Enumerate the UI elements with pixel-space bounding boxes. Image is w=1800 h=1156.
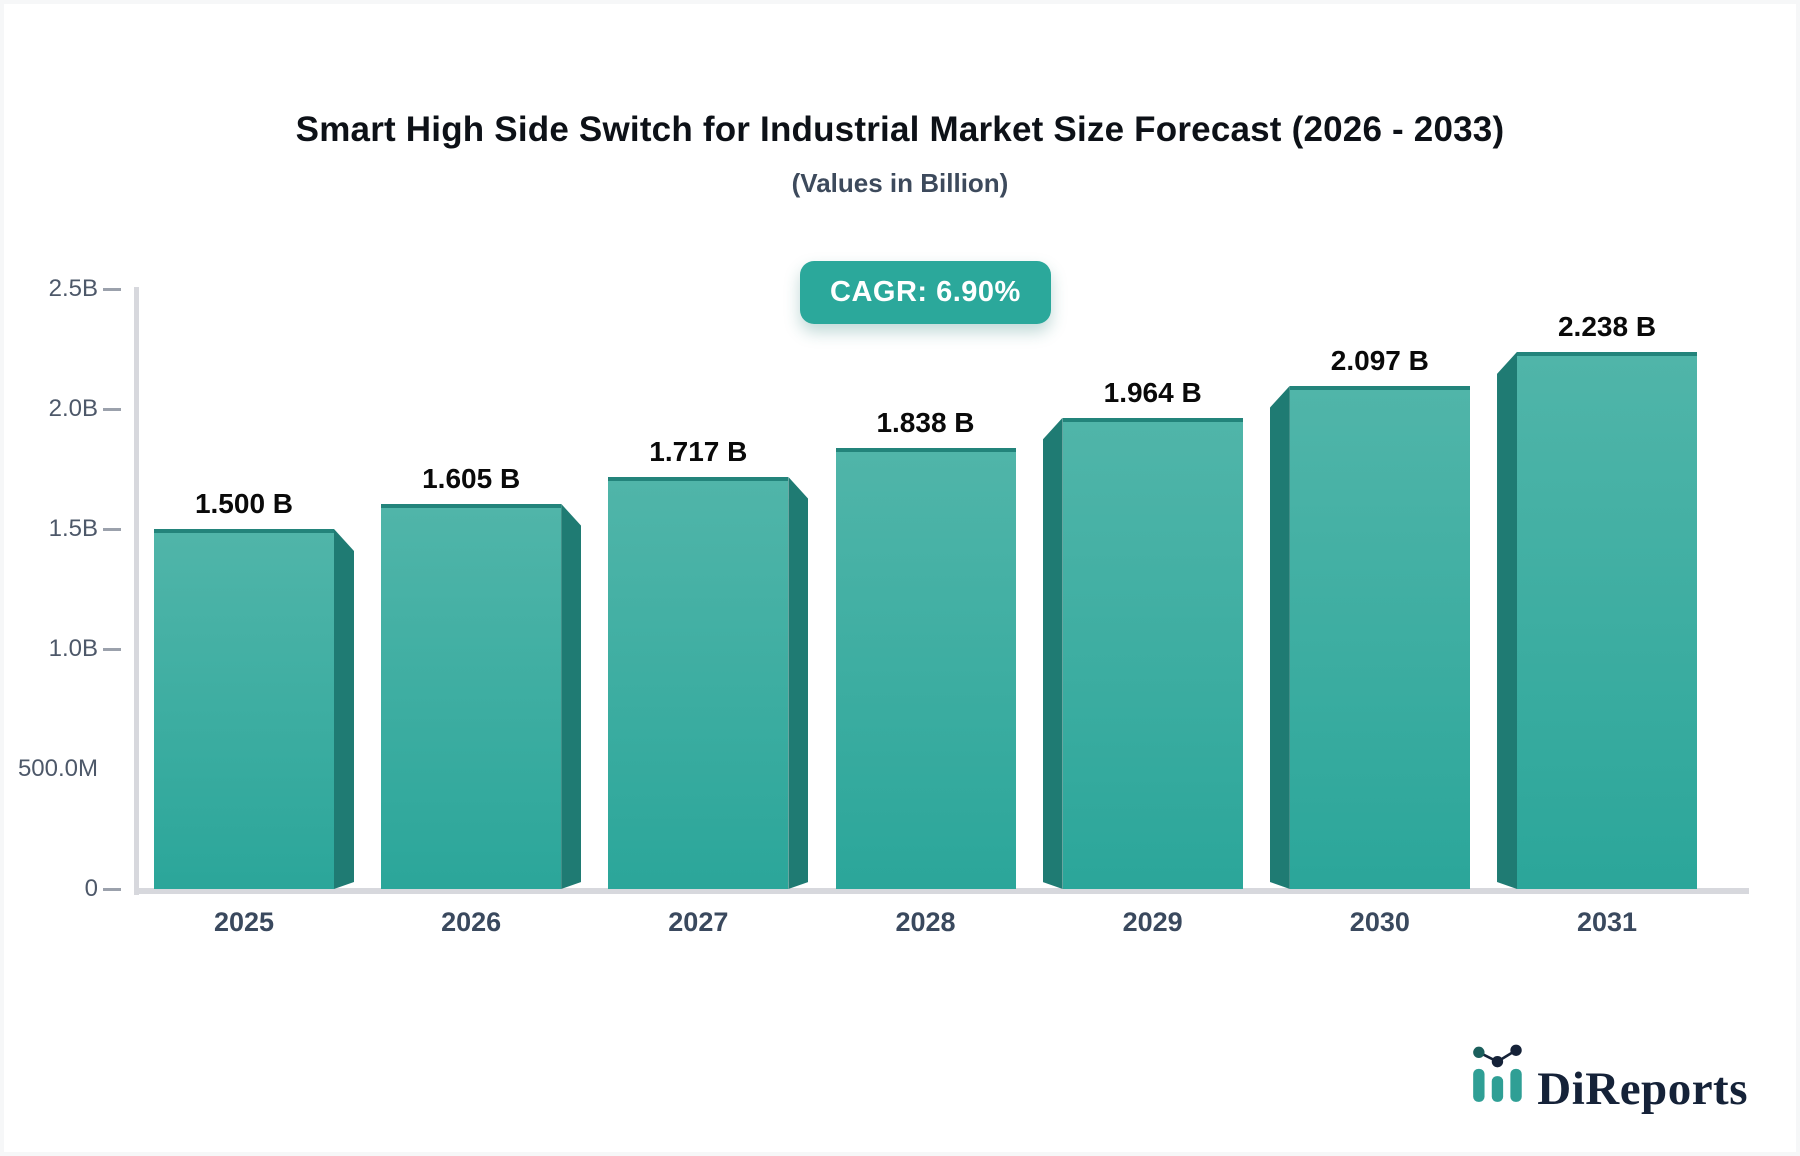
bar-side-face bbox=[1269, 385, 1290, 889]
x-axis-baseline bbox=[134, 888, 1749, 894]
plot-area: 2.5B 2.0B 1.5B 1.0B 500.0M 0 1.500 B 2025 1.605 … bbox=[4, 4, 1796, 1152]
bar-value-label: 2.097 B bbox=[1330, 344, 1429, 376]
bar-value-label: 1.500 B bbox=[194, 488, 294, 519]
y-tick-mark bbox=[103, 888, 121, 891]
bar-side-face bbox=[788, 476, 809, 889]
y-tick-mark bbox=[103, 648, 121, 651]
y-tick-label: 500.0M bbox=[17, 755, 98, 782]
x-axis-label: 2025 bbox=[213, 907, 275, 937]
bar-value-label: 1.964 B bbox=[1103, 376, 1202, 408]
x-axis-label: 2026 bbox=[441, 907, 502, 937]
bar-side-face bbox=[334, 529, 354, 889]
bar-side-face bbox=[1497, 351, 1518, 889]
y-tick-label: 2.5B bbox=[48, 275, 98, 302]
brand-logo-text: DiReports bbox=[1537, 1063, 1748, 1115]
bar-2025 bbox=[154, 529, 334, 889]
y-tick-label: 1.5B bbox=[48, 515, 98, 542]
y-tick-label: 1.0B bbox=[48, 635, 98, 662]
y-tick-mark bbox=[103, 288, 121, 291]
x-axis-label: 2028 bbox=[895, 907, 956, 937]
x-axis-label: 2027 bbox=[668, 907, 729, 937]
bar-2026 bbox=[381, 503, 562, 889]
bar-2031 bbox=[1517, 351, 1698, 889]
x-axis-label: 2031 bbox=[1576, 907, 1638, 937]
brand-logo-icon bbox=[1473, 1044, 1522, 1102]
y-tick-label: 2.0B bbox=[48, 395, 98, 422]
bar-2028 bbox=[835, 447, 1016, 889]
y-tick-label: 0 bbox=[84, 875, 98, 902]
chart-subtitle: (Values in Billion) bbox=[791, 168, 1009, 198]
chart-title: Smart High Side Switch for Industrial Ma… bbox=[295, 110, 1505, 149]
bar-2029 bbox=[1062, 417, 1243, 889]
bar-value-label: 1.838 B bbox=[876, 406, 975, 438]
y-tick-mark bbox=[103, 528, 121, 531]
brand-logo: DiReports bbox=[1470, 1042, 1748, 1113]
y-tick-mark bbox=[103, 408, 121, 411]
cagr-badge: CAGR: 6.90% bbox=[800, 261, 1051, 324]
bar-value-label: 1.605 B bbox=[422, 462, 521, 494]
bar-value-label: 1.717 B bbox=[649, 435, 748, 467]
cagr-badge-label: CAGR: 6.90% bbox=[830, 276, 1021, 308]
bar-side-face bbox=[561, 503, 582, 889]
bar-2030 bbox=[1289, 385, 1470, 889]
bar-value-label: 2.238 B bbox=[1557, 310, 1657, 342]
x-axis-label: 2030 bbox=[1349, 907, 1410, 937]
bar-side-face bbox=[1042, 417, 1063, 889]
bar-2027 bbox=[608, 476, 789, 889]
y-axis-line bbox=[134, 287, 139, 895]
x-axis-label: 2029 bbox=[1122, 907, 1183, 937]
